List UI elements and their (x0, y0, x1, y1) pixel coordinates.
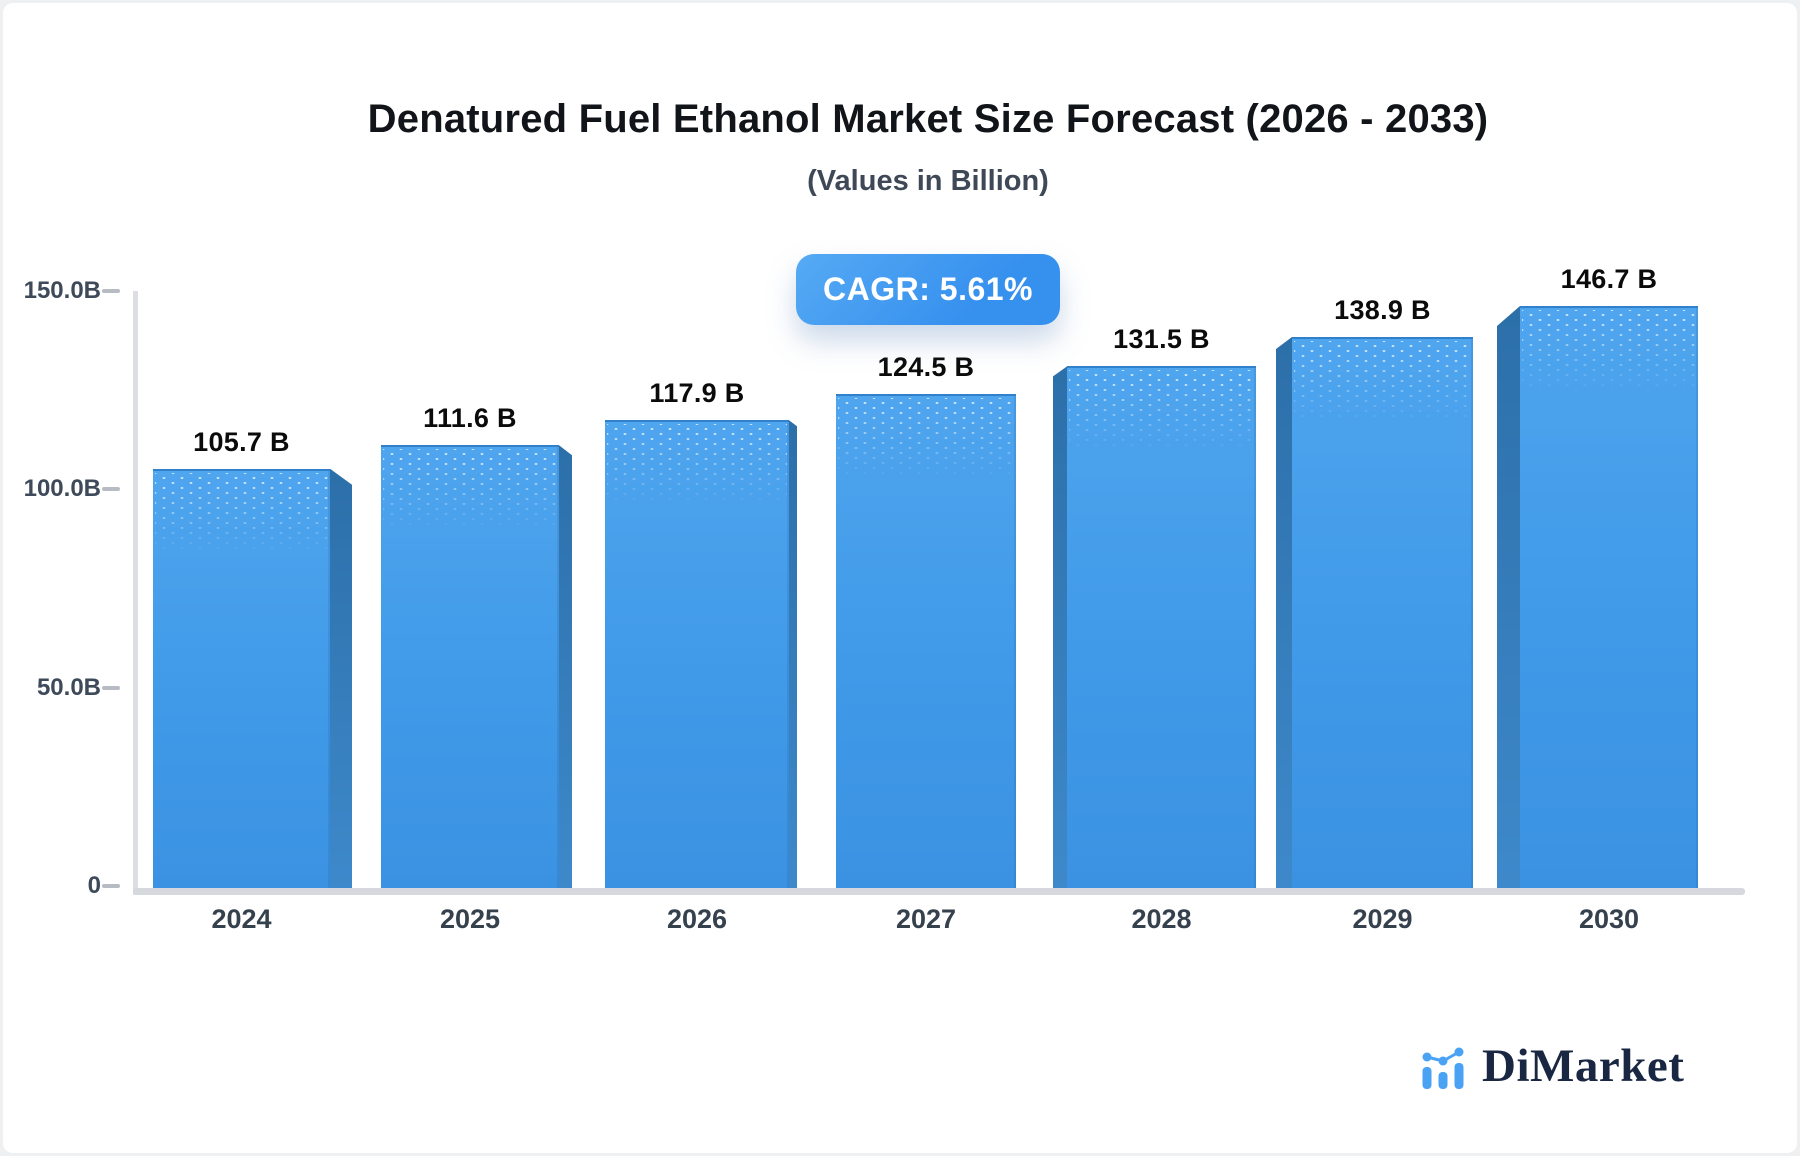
bar-2025[interactable] (381, 445, 559, 890)
x-axis-label-2030: 2030 (1578, 904, 1640, 934)
bar-top-texture (155, 472, 328, 555)
bar-value-label-2030: 146.7 B (1560, 264, 1658, 295)
bar-top-texture (838, 398, 1014, 481)
bar-value-label-2027: 124.5 B (877, 352, 975, 383)
dimarket-logo: DiMarket (1419, 1039, 1684, 1093)
logo-text: DiMarket (1482, 1040, 1685, 1092)
y-axis-tick-mark-150 (102, 288, 120, 293)
cagr-badge-label: CAGR: 5.61% (823, 271, 1033, 307)
bar-value-label-2025: 111.6 B (423, 403, 517, 434)
bar-top-texture (1294, 340, 1471, 423)
mini-bar-chart-logo-icon (1422, 1047, 1464, 1089)
bar-side-face-2024 (330, 468, 352, 890)
y-axis-tick-label-50: 50.0B (36, 673, 101, 701)
chart-subtitle: (Values in Billion) (807, 165, 1049, 197)
x-axis-label-2026: 2026 (666, 904, 728, 934)
bar-top-texture (383, 449, 557, 532)
bar-value-label-2024: 105.7 B (193, 426, 290, 457)
y-axis-tick-label-150: 150.0B (23, 276, 101, 304)
bar-2029[interactable] (1292, 336, 1473, 890)
y-axis-tick-label-0: 0 (87, 872, 101, 899)
bar-2027[interactable] (836, 394, 1016, 890)
x-axis-label-2024: 2024 (211, 904, 272, 934)
x-axis-label-2028: 2028 (1131, 904, 1192, 934)
cagr-badge: CAGR: 5.61% (796, 254, 1060, 325)
bar-side-face-2029 (1276, 336, 1292, 890)
x-axis-label-2027: 2027 (895, 904, 957, 934)
bar-2030[interactable] (1520, 306, 1698, 890)
bar-top-texture (607, 424, 787, 507)
bar-value-label-2028: 131.5 B (1113, 324, 1210, 355)
bar-side-face-2026 (789, 420, 797, 890)
y-axis-tick-mark-0 (102, 884, 120, 888)
bar-2026[interactable] (605, 420, 789, 890)
y-axis-tick-mark-50 (102, 685, 120, 690)
bar-side-face-2025 (559, 445, 572, 890)
x-axis-line (133, 888, 1745, 895)
bar-2028[interactable] (1067, 366, 1256, 890)
bar-value-label-2029: 138.9 B (1334, 294, 1431, 325)
bar-side-face-2030 (1497, 306, 1520, 890)
bar-side-face-2028 (1053, 366, 1067, 890)
bar-2024[interactable] (153, 468, 330, 890)
y-axis-line (133, 291, 138, 895)
x-axis-label-2029: 2029 (1352, 904, 1413, 934)
y-axis-tick-label-100: 100.0B (23, 475, 101, 503)
y-axis-tick-mark-100 (102, 487, 120, 492)
x-axis-label-2025: 2025 (439, 904, 501, 934)
bar-value-label-2026: 117.9 B (649, 378, 745, 409)
bar-top-texture (1522, 310, 1696, 393)
bar-top-texture (1069, 370, 1254, 453)
chart-card: Denatured Fuel Ethanol Market Size Forec… (3, 3, 1797, 1153)
chart-title: Denatured Fuel Ethanol Market Size Forec… (367, 97, 1489, 141)
